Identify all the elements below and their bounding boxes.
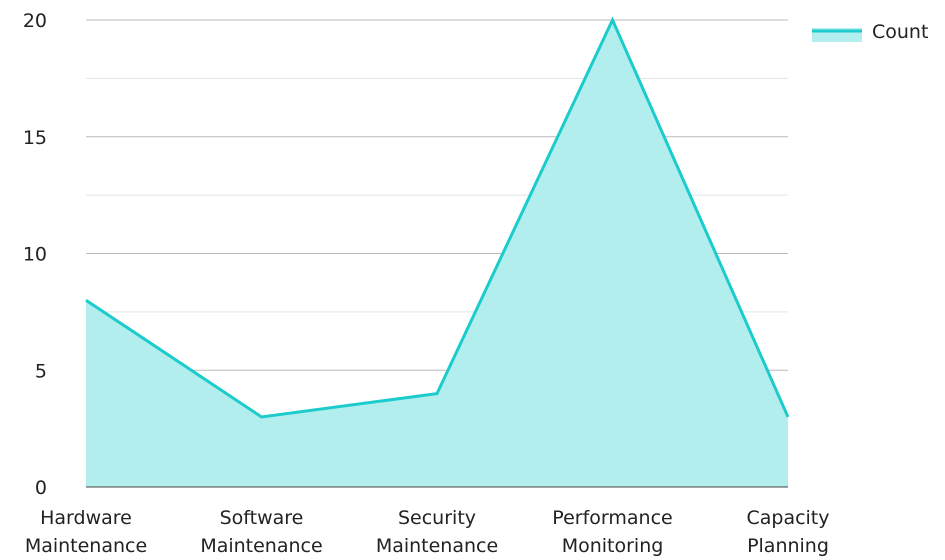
area-fill-count [86,20,788,487]
y-tick-label: 15 [23,127,47,149]
y-tick-label: 0 [35,477,47,499]
grid [86,19,788,430]
x-tick-label: Software Maintenance [200,507,322,557]
x-tick-label: Security Maintenance [376,507,498,557]
x-tick-label: Hardware Maintenance [25,507,147,557]
x-tick-label: Capacity Planning [746,507,829,557]
y-tick-label: 20 [23,10,47,32]
legend-label-count: Count [872,21,928,43]
y-tick-label: 10 [23,244,47,266]
legend: Count [812,21,928,43]
axes: 0 5 10 15 20 Hardware Maintenance Software Maint… [23,10,830,557]
x-tick-label: Performance Monitoring [552,507,672,557]
plot-area [85,16,790,487]
series-line-count [85,16,790,419]
y-tick-label: 5 [35,360,47,382]
